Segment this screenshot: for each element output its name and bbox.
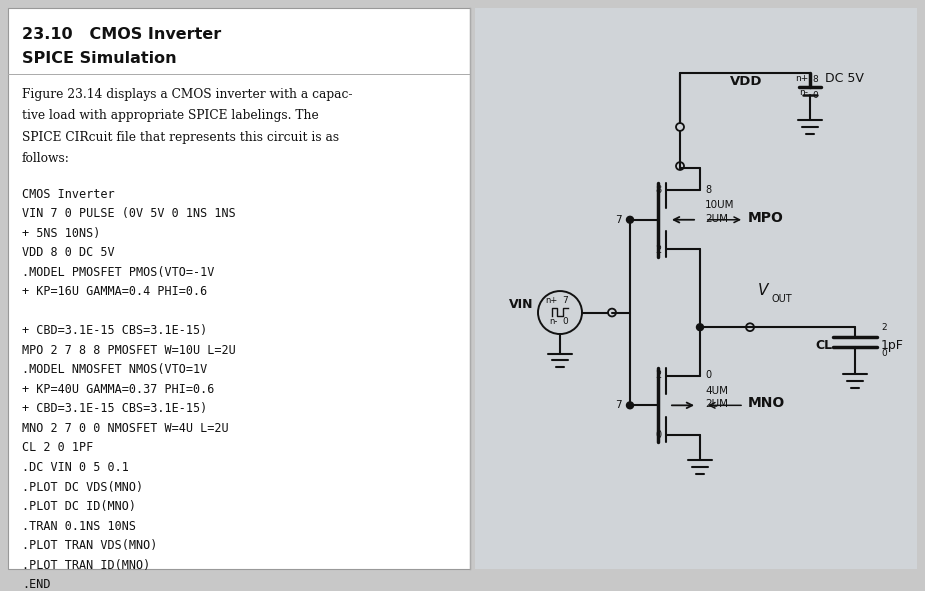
Text: 0: 0 xyxy=(705,370,711,380)
Text: 23.10   CMOS Inverter: 23.10 CMOS Inverter xyxy=(22,27,221,43)
Text: 7: 7 xyxy=(615,400,622,410)
Text: V: V xyxy=(758,283,769,298)
Text: .PLOT DC ID(MNO): .PLOT DC ID(MNO) xyxy=(22,500,136,513)
Text: 10UM: 10UM xyxy=(705,200,734,210)
Text: .MODEL NMOSFET NMOS(VTO=1V: .MODEL NMOSFET NMOS(VTO=1V xyxy=(22,363,207,376)
Text: VDD: VDD xyxy=(730,74,762,87)
Text: follows:: follows: xyxy=(22,152,70,165)
Text: 4UM: 4UM xyxy=(705,385,728,395)
Text: 2UM: 2UM xyxy=(705,214,728,223)
Text: 8: 8 xyxy=(705,184,711,194)
Text: 2UM: 2UM xyxy=(705,400,728,409)
Text: .PLOT DC VDS(MNO): .PLOT DC VDS(MNO) xyxy=(22,480,143,493)
Text: .MODEL PMOSFET PMOS(VTO=-1V: .MODEL PMOSFET PMOS(VTO=-1V xyxy=(22,266,215,279)
Text: SPICE CIRcuit file that represents this circuit is as: SPICE CIRcuit file that represents this … xyxy=(22,131,339,144)
Text: .DC VIN 0 5 0.1: .DC VIN 0 5 0.1 xyxy=(22,461,129,474)
Text: OUT: OUT xyxy=(772,294,793,304)
Text: 1pF: 1pF xyxy=(881,339,904,352)
Text: 0: 0 xyxy=(655,430,661,440)
Text: 8: 8 xyxy=(812,75,818,84)
Text: n-: n- xyxy=(549,317,558,326)
Bar xyxy=(8,8,470,569)
Text: 8: 8 xyxy=(655,184,661,194)
Text: 2: 2 xyxy=(655,245,661,255)
Text: + CBD=3.1E-15 CBS=3.1E-15): + CBD=3.1E-15 CBS=3.1E-15) xyxy=(22,324,207,337)
Text: + CBD=3.1E-15 CBS=3.1E-15): + CBD=3.1E-15 CBS=3.1E-15) xyxy=(22,402,207,415)
Circle shape xyxy=(626,216,634,223)
Text: tive load with appropriate SPICE labelings. The: tive load with appropriate SPICE labelin… xyxy=(22,109,319,122)
Circle shape xyxy=(697,324,704,330)
Text: .PLOT TRAN VDS(MNO): .PLOT TRAN VDS(MNO) xyxy=(22,539,157,552)
Text: 0: 0 xyxy=(881,349,887,358)
Text: n+: n+ xyxy=(546,296,558,305)
Text: CL 2 0 1PF: CL 2 0 1PF xyxy=(22,441,93,454)
Text: + KP=40U GAMMA=0.37 PHI=0.6: + KP=40U GAMMA=0.37 PHI=0.6 xyxy=(22,383,215,396)
Text: .TRAN 0.1NS 10NS: .TRAN 0.1NS 10NS xyxy=(22,519,136,532)
Text: 7: 7 xyxy=(615,215,622,225)
Text: VDD 8 0 DC 5V: VDD 8 0 DC 5V xyxy=(22,246,115,259)
Text: VIN: VIN xyxy=(509,298,533,311)
Text: SPICE Simulation: SPICE Simulation xyxy=(22,51,177,66)
Text: MPO: MPO xyxy=(748,211,783,225)
Text: 0: 0 xyxy=(562,317,568,326)
Text: MPO 2 7 8 8 PMOSFET W=10U L=2U: MPO 2 7 8 8 PMOSFET W=10U L=2U xyxy=(22,344,236,357)
Bar xyxy=(475,8,917,569)
Text: n+: n+ xyxy=(795,74,808,83)
Text: + KP=16U GAMMA=0.4 PHI=0.6: + KP=16U GAMMA=0.4 PHI=0.6 xyxy=(22,285,207,298)
Text: MNO 2 7 0 0 NMOSFET W=4U L=2U: MNO 2 7 0 0 NMOSFET W=4U L=2U xyxy=(22,422,228,435)
Text: CL: CL xyxy=(815,339,832,352)
Text: 0: 0 xyxy=(812,91,818,100)
Text: DC 5V: DC 5V xyxy=(825,72,864,85)
Text: 2: 2 xyxy=(881,323,887,332)
Text: 7: 7 xyxy=(562,296,568,305)
Text: .PLOT TRAN ID(MNO): .PLOT TRAN ID(MNO) xyxy=(22,558,150,571)
Circle shape xyxy=(626,402,634,409)
Text: MNO: MNO xyxy=(748,397,785,410)
Text: VIN 7 0 PULSE (0V 5V 0 1NS 1NS: VIN 7 0 PULSE (0V 5V 0 1NS 1NS xyxy=(22,207,236,220)
Text: 2: 2 xyxy=(655,370,661,380)
Text: Figure 23.14 displays a CMOS inverter with a capac-: Figure 23.14 displays a CMOS inverter wi… xyxy=(22,88,352,101)
Text: .END: .END xyxy=(22,578,51,591)
Text: + 5NS 10NS): + 5NS 10NS) xyxy=(22,226,101,239)
Text: n-: n- xyxy=(799,88,808,97)
Text: CMOS Inverter: CMOS Inverter xyxy=(22,187,115,200)
